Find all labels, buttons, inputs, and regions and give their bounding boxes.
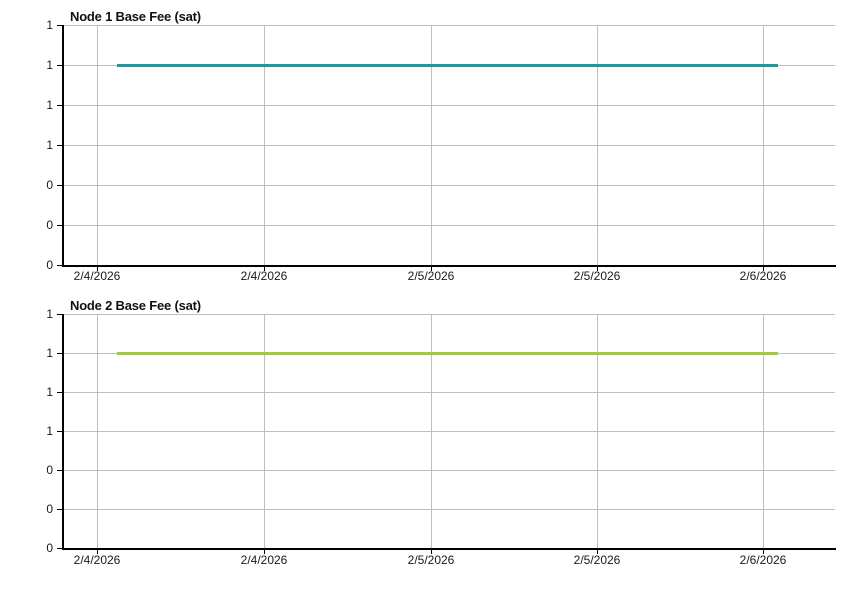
y-axis-label: 1 <box>46 346 53 360</box>
y-axis-tick <box>57 392 63 393</box>
y-axis-label: 0 <box>46 502 53 516</box>
x-axis <box>62 548 836 550</box>
y-axis-tick <box>57 145 63 146</box>
data-series-line <box>117 64 778 67</box>
gridline-horizontal <box>63 145 835 146</box>
y-axis-label: 1 <box>46 98 53 112</box>
gridline-vertical <box>264 314 265 548</box>
y-axis-tick <box>57 105 63 106</box>
gridline-horizontal <box>63 105 835 106</box>
y-axis-label: 1 <box>46 307 53 321</box>
x-axis-tick <box>597 549 598 554</box>
gridline-vertical <box>763 25 764 265</box>
y-axis-tick <box>57 509 63 510</box>
gridline-vertical <box>431 314 432 548</box>
x-axis <box>62 265 836 267</box>
gridline-horizontal <box>63 470 835 471</box>
y-axis-label: 0 <box>46 541 53 555</box>
gridline-horizontal <box>63 25 835 26</box>
y-axis-label: 0 <box>46 218 53 232</box>
x-axis-tick <box>97 549 98 554</box>
chart-panel-1: Node 1 Base Fee (sat) 1 1 1 1 0 0 0 2/4/2026 2/4/… <box>46 9 836 283</box>
gridline-vertical <box>97 25 98 265</box>
gridline-horizontal <box>63 314 835 315</box>
gridline-vertical <box>431 25 432 265</box>
y-axis <box>62 314 64 550</box>
x-axis-tick <box>597 266 598 271</box>
gridline-horizontal <box>63 185 835 186</box>
y-axis-tick <box>57 265 63 266</box>
y-axis-label: 1 <box>46 385 53 399</box>
gridline-horizontal <box>63 431 835 432</box>
y-axis-tick <box>57 470 63 471</box>
y-axis-label: 0 <box>46 178 53 192</box>
x-axis-label: 2/4/2026 <box>240 553 288 567</box>
gridline-vertical <box>763 314 764 548</box>
x-axis-label: 2/6/2026 <box>739 269 787 283</box>
y-axis-label: 1 <box>46 58 53 72</box>
y-axis-tick <box>57 225 63 226</box>
y-axis-tick <box>57 314 63 315</box>
chart-panel-2: Node 2 Base Fee (sat) 1 1 1 1 0 0 0 2/4/2026 2/4/… <box>0 289 860 598</box>
x-axis-label: 2/5/2026 <box>407 553 455 567</box>
y-axis-tick <box>57 548 63 549</box>
chart-title: Node 2 Base Fee (sat) <box>70 298 201 313</box>
y-axis-tick <box>57 353 63 354</box>
gridline-vertical <box>97 314 98 548</box>
x-axis-tick <box>431 266 432 271</box>
x-axis-tick <box>763 549 764 554</box>
data-series-line <box>117 352 778 355</box>
x-axis-tick <box>763 266 764 271</box>
y-axis-tick <box>57 25 63 26</box>
y-axis-label: 0 <box>46 463 53 477</box>
y-axis-label: 1 <box>46 18 53 32</box>
x-axis-label: 2/6/2026 <box>739 553 787 567</box>
x-axis-tick <box>431 549 432 554</box>
y-axis-label: 1 <box>46 424 53 438</box>
y-axis-tick <box>57 65 63 66</box>
x-axis-label: 2/5/2026 <box>573 553 621 567</box>
y-axis <box>62 25 64 267</box>
x-axis-label: 2/5/2026 <box>573 269 621 283</box>
x-axis-label: 2/4/2026 <box>73 553 121 567</box>
x-axis-label: 2/5/2026 <box>407 269 455 283</box>
gridline-vertical <box>597 314 598 548</box>
gridline-vertical <box>264 25 265 265</box>
x-axis-label: 2/4/2026 <box>240 269 288 283</box>
x-axis-label: 2/4/2026 <box>73 269 121 283</box>
gridline-horizontal <box>63 392 835 393</box>
y-axis-label: 0 <box>46 258 53 272</box>
x-axis-tick <box>264 266 265 271</box>
gridline-horizontal <box>63 225 835 226</box>
gridline-horizontal <box>63 509 835 510</box>
chart-title: Node 1 Base Fee (sat) <box>70 9 201 24</box>
y-axis-tick <box>57 431 63 432</box>
y-axis-label: 1 <box>46 138 53 152</box>
x-axis-tick <box>264 549 265 554</box>
x-axis-tick <box>97 266 98 271</box>
y-axis-tick <box>57 185 63 186</box>
gridline-vertical <box>597 25 598 265</box>
